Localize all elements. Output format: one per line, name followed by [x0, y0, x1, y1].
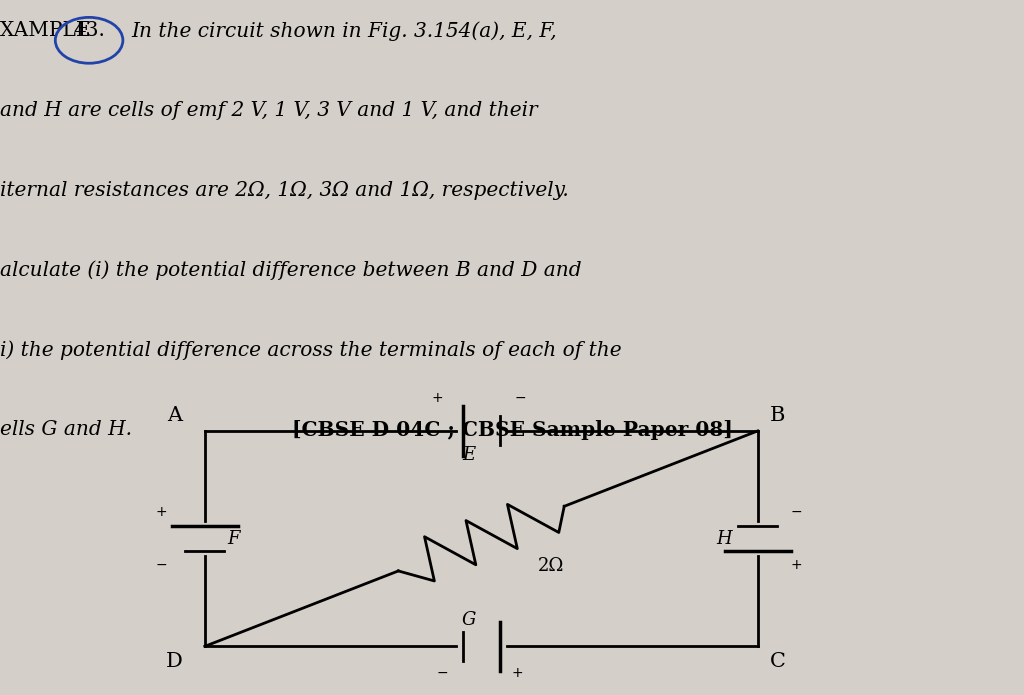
Text: and H are cells of emf 2 V, 1 V, 3 V and 1 V, and their: and H are cells of emf 2 V, 1 V, 3 V and… [0, 101, 538, 120]
Text: i) the potential difference across the terminals of each of the: i) the potential difference across the t… [0, 341, 622, 360]
Text: [CBSE D 04C ; CBSE Sample Paper 08]: [CBSE D 04C ; CBSE Sample Paper 08] [292, 420, 733, 441]
Text: −: − [156, 558, 168, 572]
Text: ells G and H.: ells G and H. [0, 420, 132, 439]
Text: +: + [431, 391, 443, 404]
Text: E: E [463, 446, 475, 464]
Text: 43.: 43. [73, 21, 105, 40]
Text: XAMPLE: XAMPLE [0, 21, 97, 40]
Text: −: − [514, 391, 526, 404]
Text: D: D [166, 652, 182, 671]
Text: G: G [462, 611, 476, 629]
Text: alculate (i) the potential difference between B and D and: alculate (i) the potential difference be… [0, 261, 582, 280]
Text: B: B [770, 407, 785, 425]
Text: −: − [791, 505, 803, 519]
Text: +: + [791, 558, 803, 572]
Text: C: C [770, 652, 786, 671]
Text: −: − [436, 666, 449, 680]
Text: iternal resistances are 2Ω, 1Ω, 3Ω and 1Ω, respectively.: iternal resistances are 2Ω, 1Ω, 3Ω and 1… [0, 181, 568, 199]
Text: +: + [511, 666, 523, 680]
Text: F: F [227, 530, 240, 548]
Text: +: + [156, 505, 168, 519]
Text: A: A [167, 407, 182, 425]
Text: H: H [717, 530, 732, 548]
Text: In the circuit shown in Fig. 3.154(a), E, F,: In the circuit shown in Fig. 3.154(a), E… [131, 21, 557, 40]
Text: 2Ω: 2Ω [538, 557, 564, 575]
